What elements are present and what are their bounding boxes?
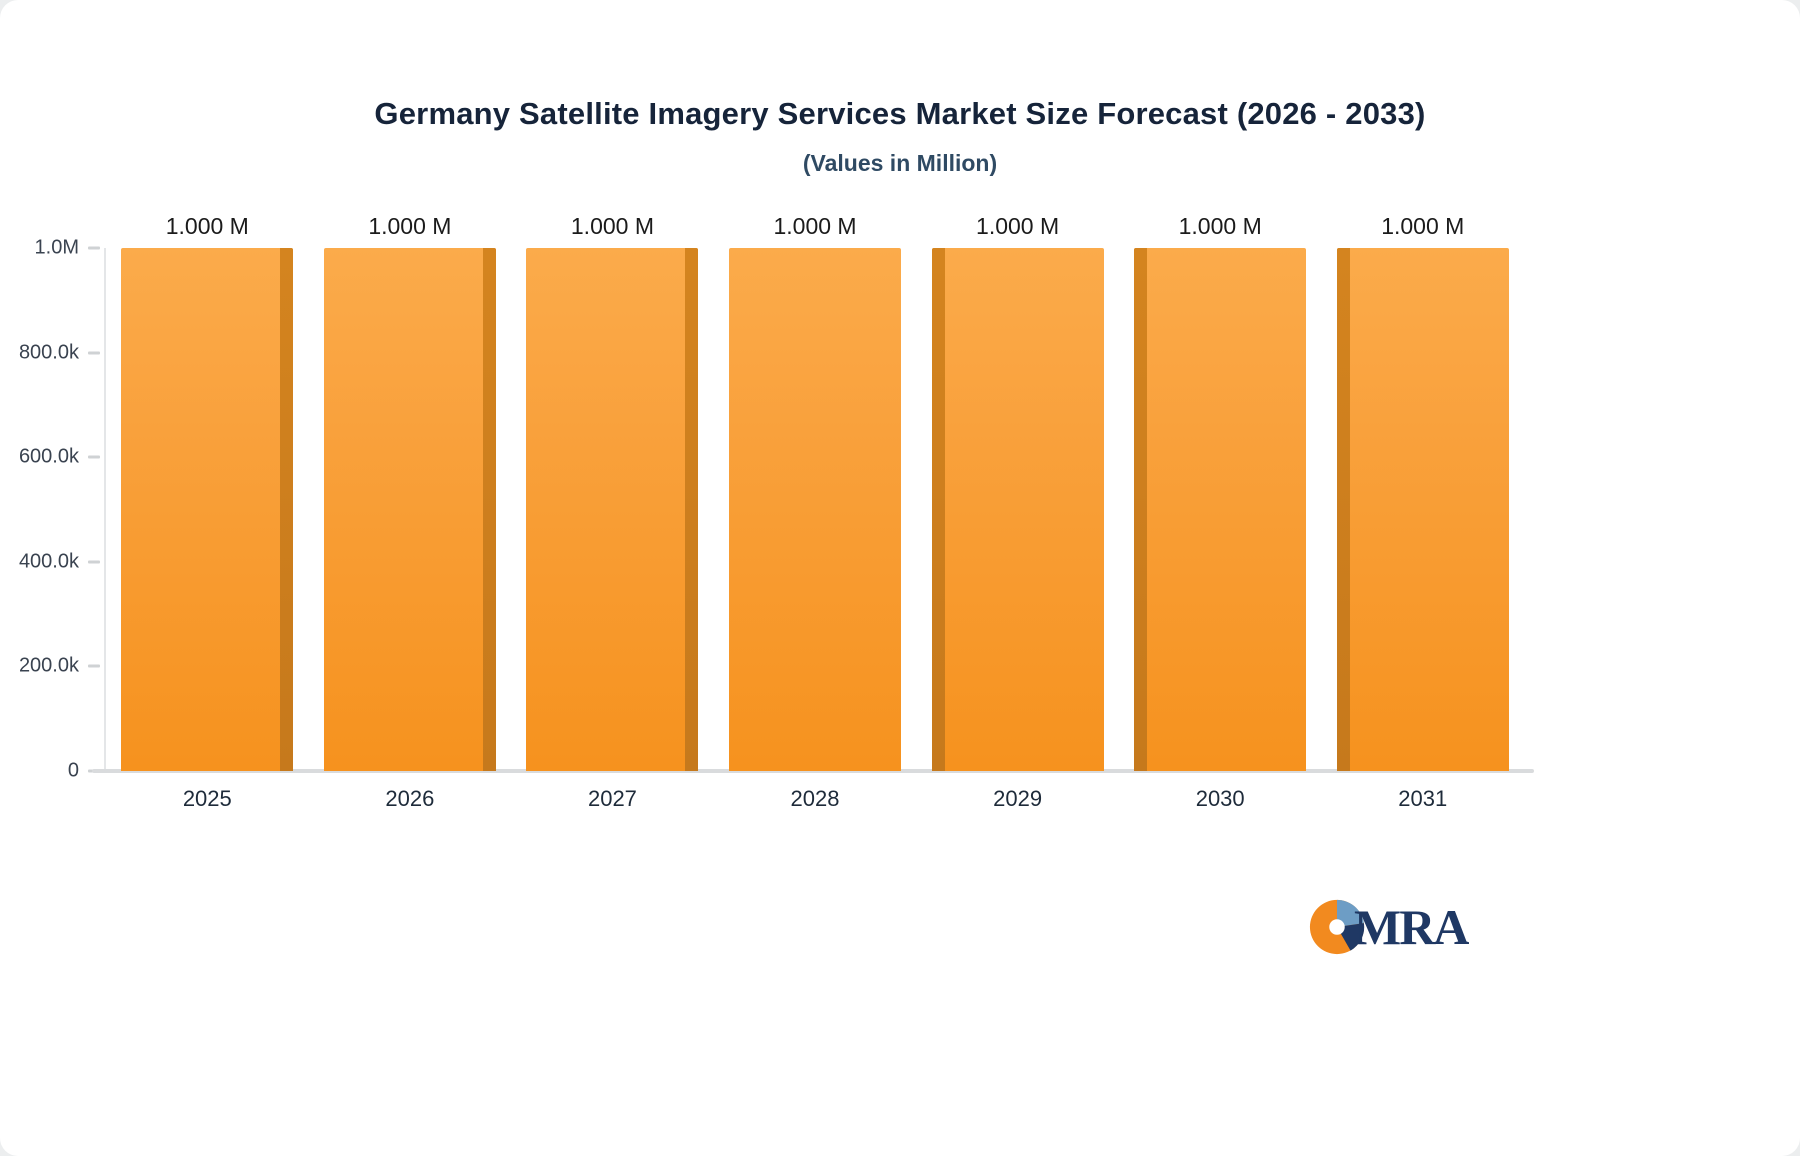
y-tick-label: 1.0M [35,237,100,260]
bar-column-2030: 1.000 M [1119,213,1322,771]
y-axis-line [104,248,106,771]
bar-2026[interactable] [323,248,496,771]
x-tick-2028: 2028 [790,786,840,811]
bar-value-label: 1.000 M [976,213,1060,239]
x-tick-2031: 2031 [1398,786,1448,811]
bar-column-2031: 1.000 M [1321,213,1524,771]
bar-2027[interactable] [526,248,699,771]
x-axis-labels: 2025 2026 2027 2028 2029 2030 2031 [106,786,1524,812]
x-tick-2026: 2026 [385,786,435,811]
bar-value-label: 1.000 M [1178,213,1262,239]
y-axis-ticks: 1.0M 800.0k 600.0k 400.0k 200.0k 0 [0,237,100,782]
bar-2029[interactable] [931,248,1104,771]
bar-column-2028: 1.000 M [714,213,917,771]
bar-value-label: 1.000 M [368,213,452,239]
chart-title: Germany Satellite Imagery Services Marke… [374,96,1426,131]
bar-column-2027: 1.000 M [511,213,714,771]
bar-value-label: 1.000 M [570,213,654,239]
x-tick-2030: 2030 [1195,786,1245,811]
x-tick-2029: 2029 [993,786,1043,811]
bars-row: 1.000 M 1.000 M 1.000 M 1.000 M 1.000 M 1.000… [106,213,1524,771]
y-tick-label: 400.0k [19,550,100,573]
chart-subtitle: (Values in Million) [802,150,998,176]
bar-2030[interactable] [1134,248,1307,771]
bar-value-label: 1.000 M [773,213,857,239]
bar-2031[interactable] [1336,248,1509,771]
mra-logo-icon [1309,899,1365,955]
bar-column-2026: 1.000 M [309,213,512,771]
bar-column-2025: 1.000 M [106,213,309,771]
x-axis-line [92,769,1534,773]
brand-logo: MRA [1308,898,1469,956]
y-tick-label: 200.0k [19,655,100,678]
x-tick-2027: 2027 [587,786,637,811]
x-tick-2025: 2025 [182,786,232,811]
y-tick-label: 800.0k [19,341,100,364]
logo-text: MRA [1354,899,1469,955]
bar-column-2029: 1.000 M [916,213,1119,771]
y-tick-label: 600.0k [19,446,100,469]
bar-value-label: 1.000 M [1381,213,1465,239]
bar-2028[interactable] [729,248,902,771]
bar-2025[interactable] [121,248,294,771]
bar-value-label: 1.000 M [165,213,249,239]
